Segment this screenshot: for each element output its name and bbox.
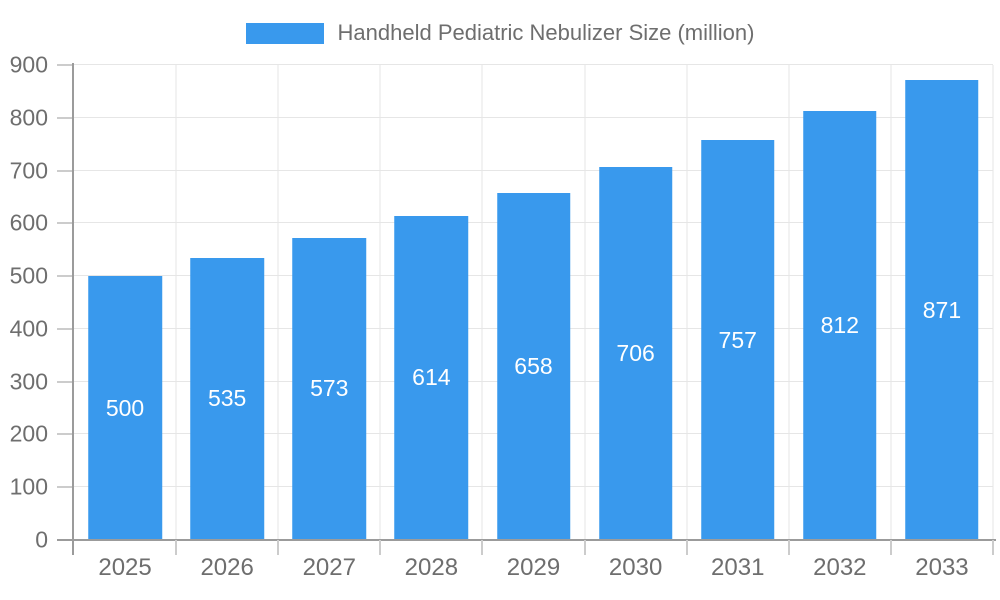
x-axis-line: [57, 539, 996, 541]
y-tick-500: [57, 275, 73, 278]
y-tick-label-500: 500: [9, 262, 48, 289]
legend-label: Handheld Pediatric Nebulizer Size (milli…: [337, 20, 755, 45]
plot-area: 500 535 573 614 658 706 757 812 871: [74, 64, 994, 540]
x-tick-4: [481, 540, 484, 555]
y-tick-700: [57, 169, 73, 172]
bar-2027[interactable]: 573: [292, 237, 367, 540]
x-tick-label-2026: 2026: [200, 554, 254, 581]
y-axis-line: [72, 63, 74, 555]
bar-2029[interactable]: 658: [496, 192, 571, 540]
x-tick-7: [787, 540, 790, 555]
gridline-h-700: [74, 169, 993, 171]
y-tick-label-0: 0: [35, 526, 48, 553]
x-tick-label-2030: 2030: [608, 554, 663, 581]
x-tick-label-2029: 2029: [506, 554, 561, 581]
legend[interactable]: Handheld Pediatric Nebulizer Size (milli…: [0, 20, 1000, 46]
y-tick-label-300: 300: [9, 368, 48, 395]
x-tick-6: [685, 540, 688, 555]
gridline-v-5: [584, 65, 586, 540]
x-tick-label-2031: 2031: [711, 554, 765, 581]
x-ticks: [74, 540, 994, 555]
x-tick-label-2028: 2028: [404, 554, 459, 581]
gridline-h-800: [74, 116, 993, 118]
legend-swatch: [245, 22, 324, 44]
y-tick-label-400: 400: [9, 315, 48, 342]
bar-value-label: 658: [514, 352, 553, 379]
bar-value-label: 812: [820, 312, 860, 339]
y-tick-400: [57, 327, 73, 330]
bar-2030[interactable]: 706: [598, 167, 673, 540]
gridline-h-900: [74, 64, 993, 65]
y-tick-200: [57, 433, 73, 436]
gridline-v-4: [481, 65, 483, 540]
x-tick-1: [175, 540, 178, 555]
y-tick-label-100: 100: [9, 473, 48, 500]
y-tick-600: [57, 222, 73, 225]
bar-2026[interactable]: 535: [190, 257, 264, 540]
x-tick-2: [277, 540, 280, 555]
x-tick-5: [583, 540, 586, 555]
gridline-v-1: [175, 65, 177, 540]
y-tick-label-800: 800: [9, 104, 48, 131]
bar-2033[interactable]: 871: [905, 80, 979, 540]
gridline-v-8: [890, 65, 892, 540]
x-tick-8: [889, 540, 892, 555]
bar-value-label: 573: [310, 375, 349, 402]
x-axis-labels: 2025 2026 2027 2028 2029 2030 2031 2032 2033: [74, 556, 993, 586]
gridline-v-9: [992, 65, 994, 540]
gridline-v-6: [686, 65, 688, 540]
x-tick-9: [992, 540, 994, 555]
bar-2031[interactable]: 757: [700, 140, 775, 540]
bar-2028[interactable]: 614: [394, 215, 469, 540]
y-tick-label-700: 700: [9, 157, 48, 184]
x-tick-label-2025: 2025: [98, 554, 152, 581]
bar-value-label: 871: [922, 296, 962, 323]
y-axis-labels: 0 100 200 300 400 500 600 700 800 900: [0, 53, 48, 551]
x-tick-label-2033: 2033: [915, 554, 969, 581]
bar-value-label: 500: [105, 394, 145, 421]
y-tick-label-200: 200: [9, 420, 48, 447]
gridline-v-7: [788, 65, 790, 540]
y-tick-300: [57, 380, 73, 383]
y-ticks: [57, 64, 73, 540]
gridline-v-3: [379, 65, 381, 540]
x-tick-label-2027: 2027: [302, 554, 356, 581]
bar-value-label: 614: [412, 364, 451, 391]
x-tick-label-2032: 2032: [813, 554, 867, 581]
y-tick-800: [57, 116, 73, 119]
y-tick-label-600: 600: [9, 209, 48, 236]
bar-2025[interactable]: 500: [88, 276, 162, 540]
y-tick-900: [57, 64, 73, 66]
bar-value-label: 535: [207, 385, 247, 412]
y-tick-label-900: 900: [9, 51, 48, 78]
bar-value-label: 706: [616, 340, 655, 367]
bar-value-label: 757: [718, 326, 757, 353]
gridline-v-2: [277, 65, 279, 540]
x-tick-3: [379, 540, 382, 555]
y-tick-100: [57, 486, 73, 489]
bar-2032[interactable]: 812: [803, 111, 877, 540]
